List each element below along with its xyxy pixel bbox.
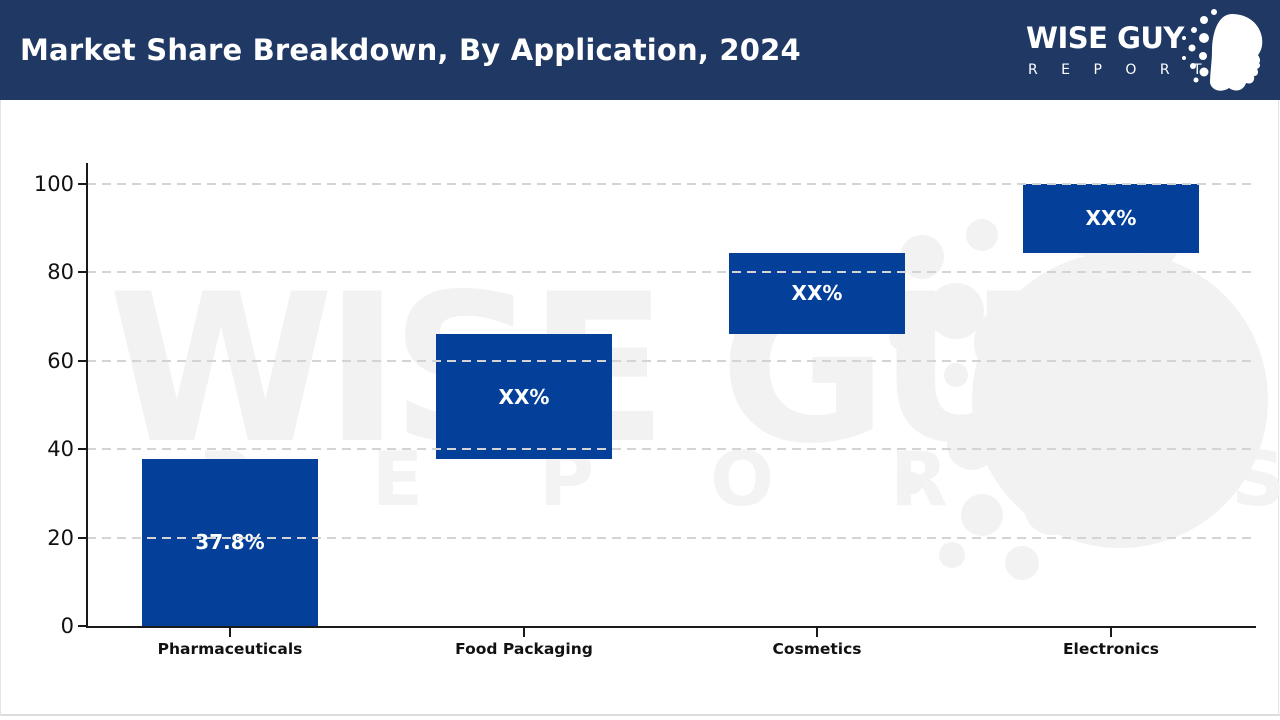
bar-value-label: XX% (791, 281, 843, 306)
y-tick-mark-100 (78, 183, 86, 185)
bar-cosmetics: XX% (729, 252, 905, 335)
gridline-80 (87, 271, 1256, 274)
bar-electronics: XX% (1023, 184, 1199, 253)
gridline-40 (87, 448, 1256, 451)
y-tick-mark-60 (78, 359, 86, 362)
x-category-label-2: Food Packaging (455, 640, 593, 658)
title-bar: Market Share Breakdown, By Application, … (0, 0, 1280, 100)
y-tick-label-80: 80 (47, 260, 74, 285)
y-tick-mark-20 (78, 536, 86, 539)
x-tick-mark-3 (816, 628, 818, 637)
y-tick-label-60: 60 (47, 348, 74, 373)
x-tick-mark-4 (1110, 628, 1112, 637)
bar-value-label: 37.8% (195, 530, 265, 555)
y-tick-mark-80 (78, 271, 86, 274)
wise-guy-reports-logo: WISE GUY R E P O R T S (1026, 9, 1263, 91)
x-category-label-4: Electronics (1062, 640, 1160, 658)
logo-reports-text: R E P O R T S (1028, 62, 1243, 78)
bar-value-label: XX% (498, 384, 550, 409)
logo-dotted-head-icon (1182, 9, 1263, 91)
y-tick-label-40: 40 (47, 437, 74, 462)
logo-wordmark-text: WISE GUY (1026, 21, 1185, 55)
chart-title: Market Share Breakdown, By Application, … (20, 33, 801, 67)
y-tick-mark-40 (78, 448, 86, 451)
bar-food-packaging: XX% (436, 334, 612, 459)
bar-pharmaceuticals: 37.8% (142, 458, 318, 626)
x-tick-mark-2 (523, 628, 525, 637)
x-axis-line (86, 626, 1256, 628)
x-category-label-3: Cosmetics (772, 640, 862, 658)
right-border-line (1278, 100, 1279, 716)
y-tick-label-100: 100 (33, 172, 74, 196)
y-tick-mark-0 (78, 625, 86, 627)
gridline-60 (87, 359, 1256, 362)
y-tick-label-0: 0 (60, 614, 74, 638)
bar-value-label: XX% (1085, 206, 1137, 231)
x-category-label-1: Pharmaceuticals (157, 640, 303, 658)
y-tick-label-20: 20 (47, 525, 74, 550)
bottom-border-line (0, 714, 1280, 716)
left-border-line (0, 100, 1, 716)
x-tick-mark-1 (229, 628, 231, 637)
y-axis-line (86, 163, 88, 627)
